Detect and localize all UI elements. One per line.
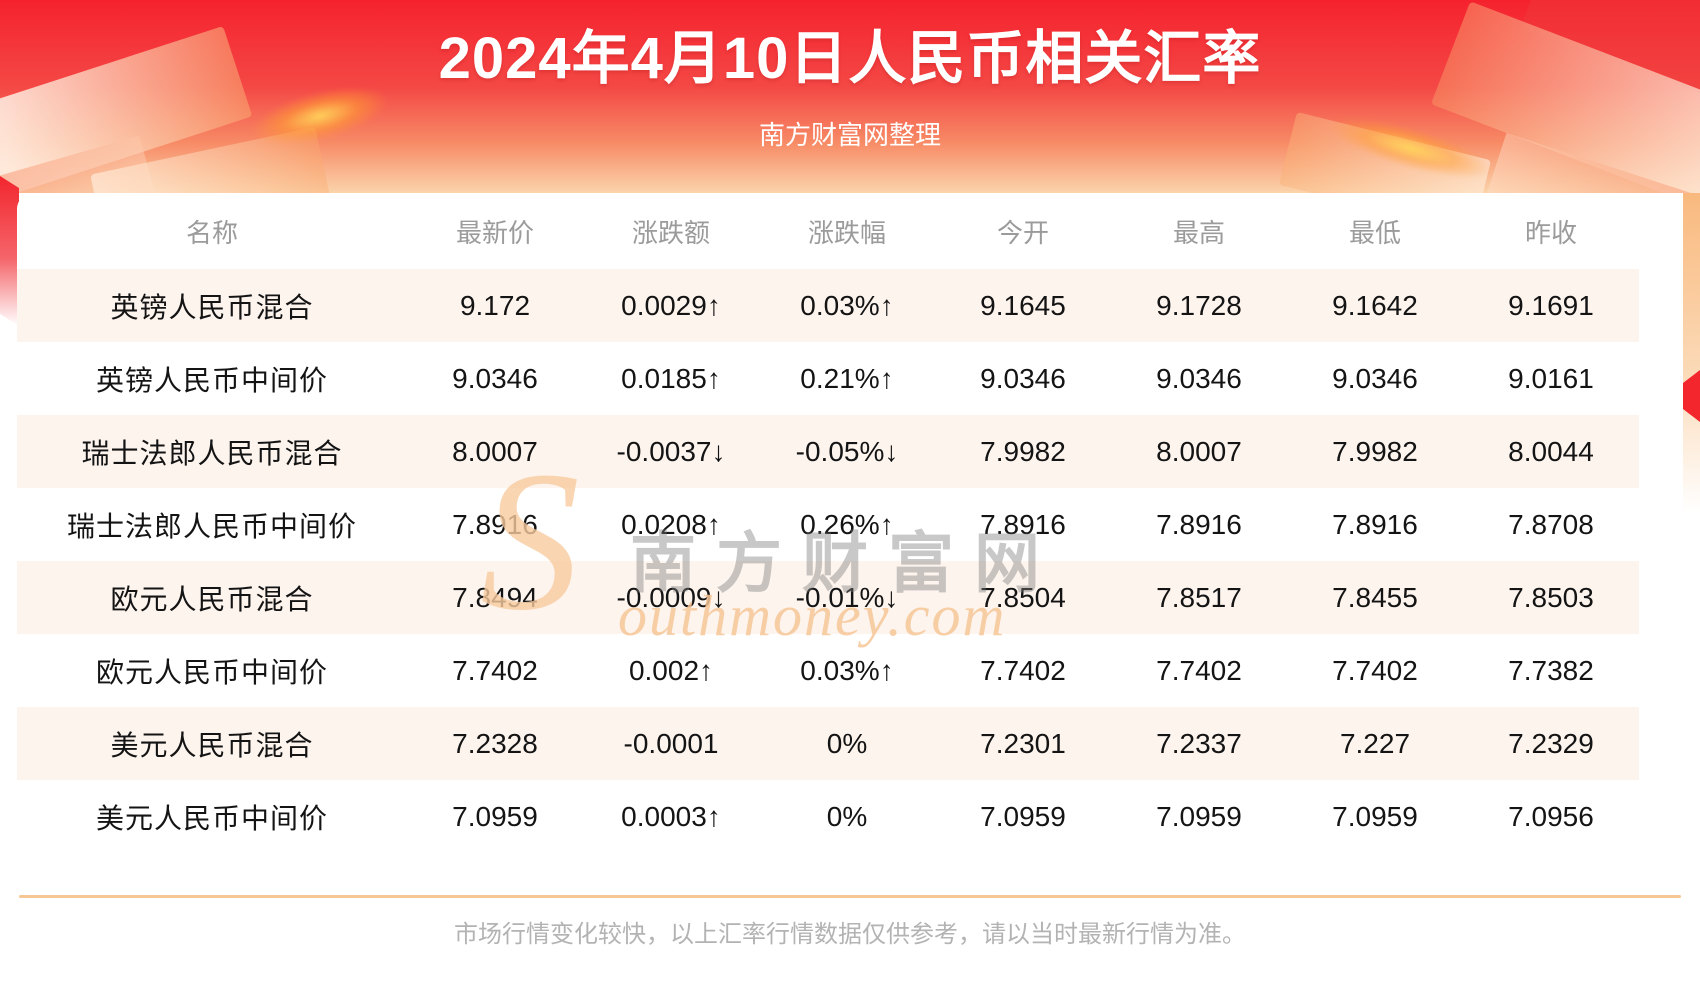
cell-prev-close: 7.7382 <box>1508 654 1594 686</box>
right-edge-ribbon-fold-icon <box>1683 370 1700 422</box>
cell-latest-price: 9.0346 <box>452 362 538 394</box>
cell-low: 7.7402 <box>1332 654 1418 686</box>
cell-latest-price: 7.8494 <box>452 581 538 613</box>
table-row: 欧元人民币中间价 7.7402 0.002↑ 0.03%↑ 7.7402 7.7402 7.… <box>17 634 1639 707</box>
cell-prev-close: 9.0161 <box>1508 362 1594 394</box>
cell-latest-price: 7.2328 <box>452 727 538 759</box>
cell-change-percent: 0% <box>826 727 868 759</box>
cell-high: 9.0346 <box>1156 362 1242 394</box>
cell-open: 7.9982 <box>980 435 1066 467</box>
cell-change-percent: -0.01%↓ <box>795 581 899 613</box>
cell-low: 7.8455 <box>1332 581 1418 613</box>
cell-change-amount: 0.0208↑ <box>621 508 721 540</box>
cell-change-percent: -0.05%↓ <box>795 435 899 467</box>
cell-high: 7.2337 <box>1156 727 1242 759</box>
right-edge-ribbon-icon <box>1683 193 1700 513</box>
cell-name: 美元人民币混合 <box>110 729 314 761</box>
cell-open: 7.7402 <box>980 654 1066 686</box>
cell-change-amount: -0.0009↓ <box>616 581 726 613</box>
cell-name: 欧元人民币混合 <box>110 583 314 615</box>
table-row: 瑞士法郎人民币混合 8.0007 -0.0037↓ -0.05%↓ 7.9982 8.00… <box>17 415 1639 488</box>
cell-open: 9.1645 <box>980 289 1066 321</box>
cell-name: 瑞士法郎人民币混合 <box>81 437 343 469</box>
header-banner: 2024年4月10日人民币相关汇率 南方财富网整理 <box>0 0 1700 193</box>
table-row: 英镑人民币混合 9.172 0.0029↑ 0.03%↑ 9.1645 9.1728 9.1… <box>17 269 1639 342</box>
cell-latest-price: 8.0007 <box>452 435 538 467</box>
left-edge-ribbon-icon <box>0 176 19 326</box>
column-header: 涨跌额 <box>631 217 710 248</box>
cell-low: 7.8916 <box>1332 508 1418 540</box>
page-title: 2024年4月10日人民币相关汇率 <box>438 26 1262 91</box>
cell-high: 8.0007 <box>1156 435 1242 467</box>
column-header: 昨收 <box>1524 217 1577 248</box>
cell-high: 7.0959 <box>1156 800 1242 832</box>
table-row: 美元人民币中间价 7.0959 0.0003↑ 0% 7.0959 7.0959 7.095… <box>17 780 1639 853</box>
column-header: 最新价 <box>455 217 534 248</box>
cell-latest-price: 7.0959 <box>452 800 538 832</box>
cell-change-amount: 0.0185↑ <box>621 362 721 394</box>
cell-change-amount: 0.0003↑ <box>621 800 721 832</box>
cell-low: 7.9982 <box>1332 435 1418 467</box>
cell-high: 7.8916 <box>1156 508 1242 540</box>
table-row: 瑞士法郎人民币中间价 7.8916 0.0208↑ 0.26%↑ 7.8916 7.891… <box>17 488 1639 561</box>
cell-change-percent: 0.26%↑ <box>800 508 894 540</box>
cell-prev-close: 7.8708 <box>1508 508 1594 540</box>
cell-open: 7.0959 <box>980 800 1066 832</box>
cell-name: 美元人民币中间价 <box>95 802 328 834</box>
cell-change-percent: 0.21%↑ <box>800 362 894 394</box>
rate-table-card: 名称 最新价 涨跌额 涨跌幅 今开 最高 最低 昨收 英镑人民币混合 9.172 0.0029↑ 0… <box>17 193 1683 1000</box>
cell-high: 9.1728 <box>1156 289 1242 321</box>
cell-change-percent: 0% <box>826 800 868 832</box>
cell-open: 7.8916 <box>980 508 1066 540</box>
cell-change-amount: -0.0001 <box>623 727 719 759</box>
cell-change-percent: 0.03%↑ <box>800 289 894 321</box>
cell-low: 7.0959 <box>1332 800 1418 832</box>
cell-prev-close: 8.0044 <box>1508 435 1594 467</box>
cell-low: 9.1642 <box>1332 289 1418 321</box>
cell-change-amount: -0.0037↓ <box>616 435 726 467</box>
footer-note: 市场行情变化较快，以上汇率行情数据仅供参考，请以当时最新行情为准。 <box>454 921 1246 948</box>
cell-open: 9.0346 <box>980 362 1066 394</box>
column-header: 最低 <box>1348 217 1401 248</box>
column-header: 今开 <box>996 217 1049 248</box>
cell-name: 英镑人民币中间价 <box>95 364 328 396</box>
cell-name: 欧元人民币中间价 <box>95 656 328 688</box>
cell-prev-close: 7.2329 <box>1508 727 1594 759</box>
cell-open: 7.2301 <box>980 727 1066 759</box>
cell-change-percent: 0.03%↑ <box>800 654 894 686</box>
column-header: 涨跌幅 <box>807 217 886 248</box>
footer-divider <box>19 895 1681 898</box>
rate-table: 名称 最新价 涨跌额 涨跌幅 今开 最高 最低 昨收 英镑人民币混合 9.172 0.0029↑ 0… <box>17 193 1639 853</box>
page-subtitle: 南方财富网整理 <box>758 119 941 150</box>
cell-high: 7.7402 <box>1156 654 1242 686</box>
cell-open: 7.8504 <box>980 581 1066 613</box>
column-header: 最高 <box>1172 217 1225 248</box>
cell-change-amount: 0.002↑ <box>628 654 714 686</box>
table-row: 欧元人民币混合 7.8494 -0.0009↓ -0.01%↓ 7.8504 7.8517… <box>17 561 1639 634</box>
table-row: 美元人民币混合 7.2328 -0.0001 0% 7.2301 7.2337 7.227 7… <box>17 707 1639 780</box>
cell-prev-close: 9.1691 <box>1508 289 1594 321</box>
table-header-row: 名称 最新价 涨跌额 涨跌幅 今开 最高 最低 昨收 <box>17 193 1639 269</box>
cell-name: 瑞士法郎人民币中间价 <box>66 510 357 542</box>
cell-change-amount: 0.0029↑ <box>621 289 721 321</box>
cell-high: 7.8517 <box>1156 581 1242 613</box>
cell-latest-price: 7.8916 <box>452 508 538 540</box>
column-header: 名称 <box>185 217 238 248</box>
cell-prev-close: 7.8503 <box>1508 581 1594 613</box>
cell-low: 7.227 <box>1339 727 1411 759</box>
cell-low: 9.0346 <box>1332 362 1418 394</box>
cell-prev-close: 7.0956 <box>1508 800 1594 832</box>
cell-name: 英镑人民币混合 <box>110 291 314 323</box>
table-row: 英镑人民币中间价 9.0346 0.0185↑ 0.21%↑ 9.0346 9.0346 9… <box>17 342 1639 415</box>
cell-latest-price: 7.7402 <box>452 654 538 686</box>
cell-latest-price: 9.172 <box>459 289 531 321</box>
